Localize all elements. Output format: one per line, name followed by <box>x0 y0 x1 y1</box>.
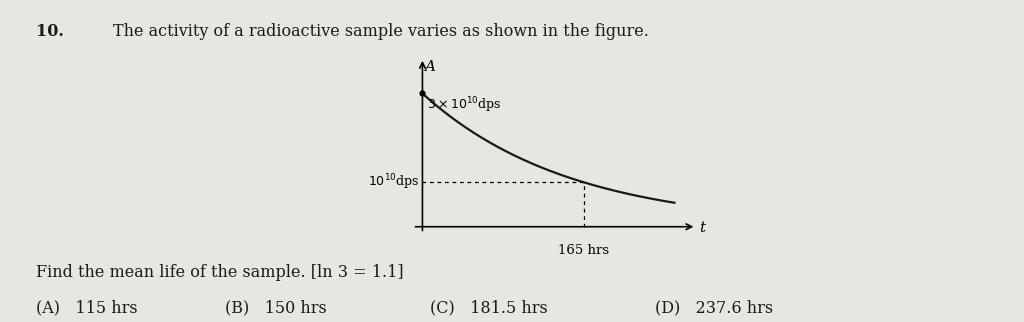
Text: $3 \times 10^{10}$dps: $3 \times 10^{10}$dps <box>427 96 502 115</box>
Text: (A)   115 hrs: (A) 115 hrs <box>36 299 137 317</box>
Text: The activity of a radioactive sample varies as shown in the figure.: The activity of a radioactive sample var… <box>113 23 648 40</box>
Text: 10.: 10. <box>36 23 63 40</box>
Text: (D)   237.6 hrs: (D) 237.6 hrs <box>655 299 773 317</box>
Text: $10^{10}$dps: $10^{10}$dps <box>369 173 420 192</box>
Text: 165 hrs: 165 hrs <box>558 244 609 258</box>
Text: A: A <box>424 60 435 74</box>
Text: t: t <box>699 221 706 235</box>
Text: (C)   181.5 hrs: (C) 181.5 hrs <box>430 299 548 317</box>
Text: (B)   150 hrs: (B) 150 hrs <box>225 299 327 317</box>
Text: Find the mean life of the sample. [ln 3 = 1.1]: Find the mean life of the sample. [ln 3 … <box>36 264 403 281</box>
